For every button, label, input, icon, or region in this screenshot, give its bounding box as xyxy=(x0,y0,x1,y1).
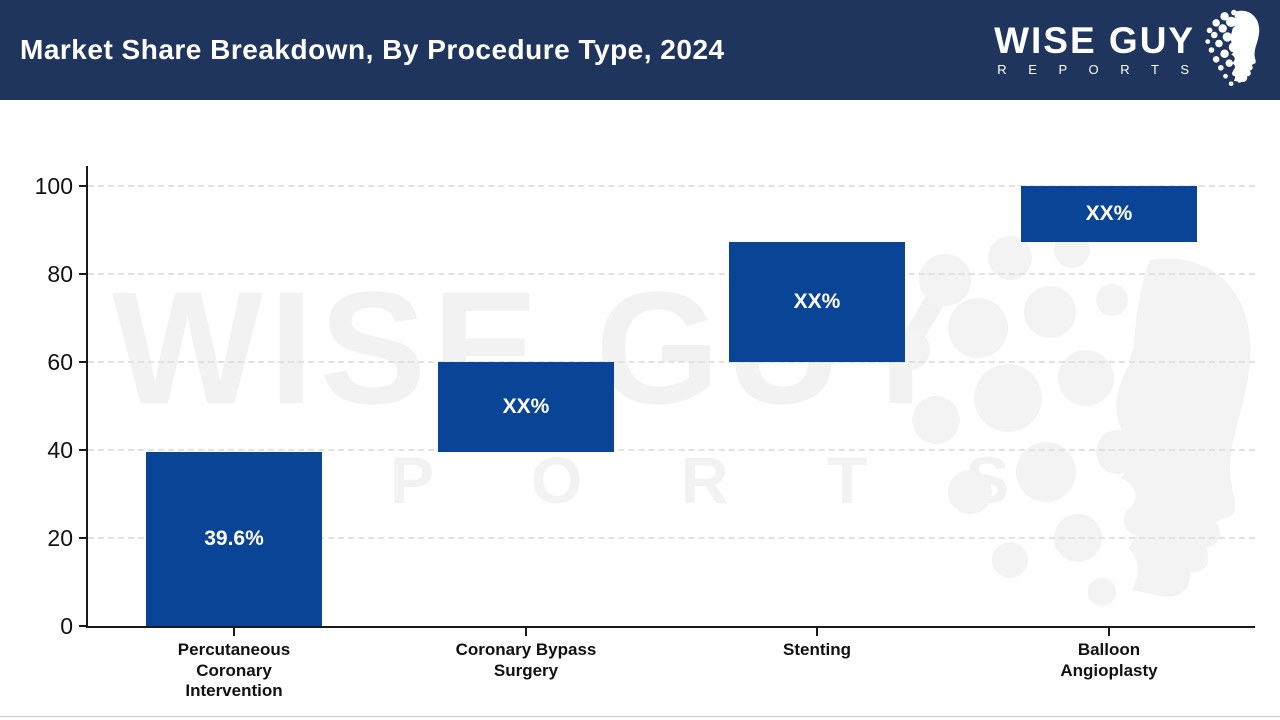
y-axis-tick-label: 60 xyxy=(47,349,73,375)
x-axis-category-label: Percutaneous Coronary Intervention xyxy=(104,640,364,702)
y-axis-tick xyxy=(79,625,88,627)
x-axis-category-line: Angioplasty xyxy=(1060,660,1158,680)
y-gridline xyxy=(88,537,1255,539)
chart-area: WISE GUY P O R T S 0 20 40 60 80 100 39.6% Perc… xyxy=(0,100,1280,720)
bar-value-label: XX% xyxy=(1085,202,1133,225)
bar-value-label: 39.6% xyxy=(204,527,264,550)
x-axis-category-line: Coronary xyxy=(196,660,272,680)
x-axis-category-line: Coronary Bypass xyxy=(455,640,597,659)
y-gridline xyxy=(88,361,1255,363)
y-axis-tick xyxy=(79,361,88,363)
x-axis-category-line: Surgery xyxy=(493,660,559,680)
y-axis-line xyxy=(86,166,88,628)
x-axis-category-line: Stenting xyxy=(783,640,851,659)
y-axis-tick xyxy=(79,185,88,187)
waterfall-bar xyxy=(146,452,322,626)
y-axis-tick-label: 0 xyxy=(60,613,73,639)
bar-value-label: XX% xyxy=(502,395,550,418)
x-axis-tick xyxy=(816,628,819,636)
y-axis-tick-label: 80 xyxy=(47,261,73,287)
logo-name: WISE GUY xyxy=(994,20,1196,61)
x-axis-category-label: Stenting xyxy=(687,640,947,661)
x-axis-line xyxy=(86,626,1255,628)
y-gridline xyxy=(88,273,1255,275)
bar-value-label: XX% xyxy=(793,290,841,313)
x-axis-tick xyxy=(232,628,235,636)
x-axis-category-line: Intervention xyxy=(185,681,283,700)
logo-text: WISE GUY R E P O R T S xyxy=(991,22,1198,78)
y-axis-tick xyxy=(79,537,88,539)
x-axis-tick xyxy=(1108,628,1111,636)
wise-guy-reports-logo: WISE GUY R E P O R T S xyxy=(991,6,1266,94)
y-gridline xyxy=(88,449,1255,451)
y-axis-tick-label: 20 xyxy=(47,525,73,551)
x-axis-category-line: Balloon xyxy=(1077,640,1141,659)
x-axis-category-label: Coronary Bypass Surgery xyxy=(396,640,656,681)
y-axis-tick xyxy=(79,449,88,451)
y-axis-tick-label: 40 xyxy=(47,437,73,463)
logo-subtitle: R E P O R T S xyxy=(997,62,1198,77)
x-axis-category-line: Percutaneous xyxy=(177,640,291,659)
y-axis-tick xyxy=(79,273,88,275)
bottom-divider xyxy=(0,716,1280,717)
head-profile-icon xyxy=(1205,9,1260,87)
watermark-text-2: P O R T S xyxy=(390,443,1050,517)
y-gridline xyxy=(88,185,1255,187)
waterfall-bar xyxy=(1021,186,1197,242)
x-axis-category-label: Balloon Angioplasty xyxy=(979,640,1239,681)
x-axis-tick xyxy=(524,628,527,636)
watermark-head-icon xyxy=(890,232,1251,606)
header-bar: Market Share Breakdown, By Procedure Typ… xyxy=(0,0,1280,100)
waterfall-bar xyxy=(438,362,614,452)
waterfall-bar xyxy=(729,242,905,362)
y-axis-tick-label: 100 xyxy=(34,173,73,199)
chart-title: Market Share Breakdown, By Procedure Typ… xyxy=(20,34,725,65)
